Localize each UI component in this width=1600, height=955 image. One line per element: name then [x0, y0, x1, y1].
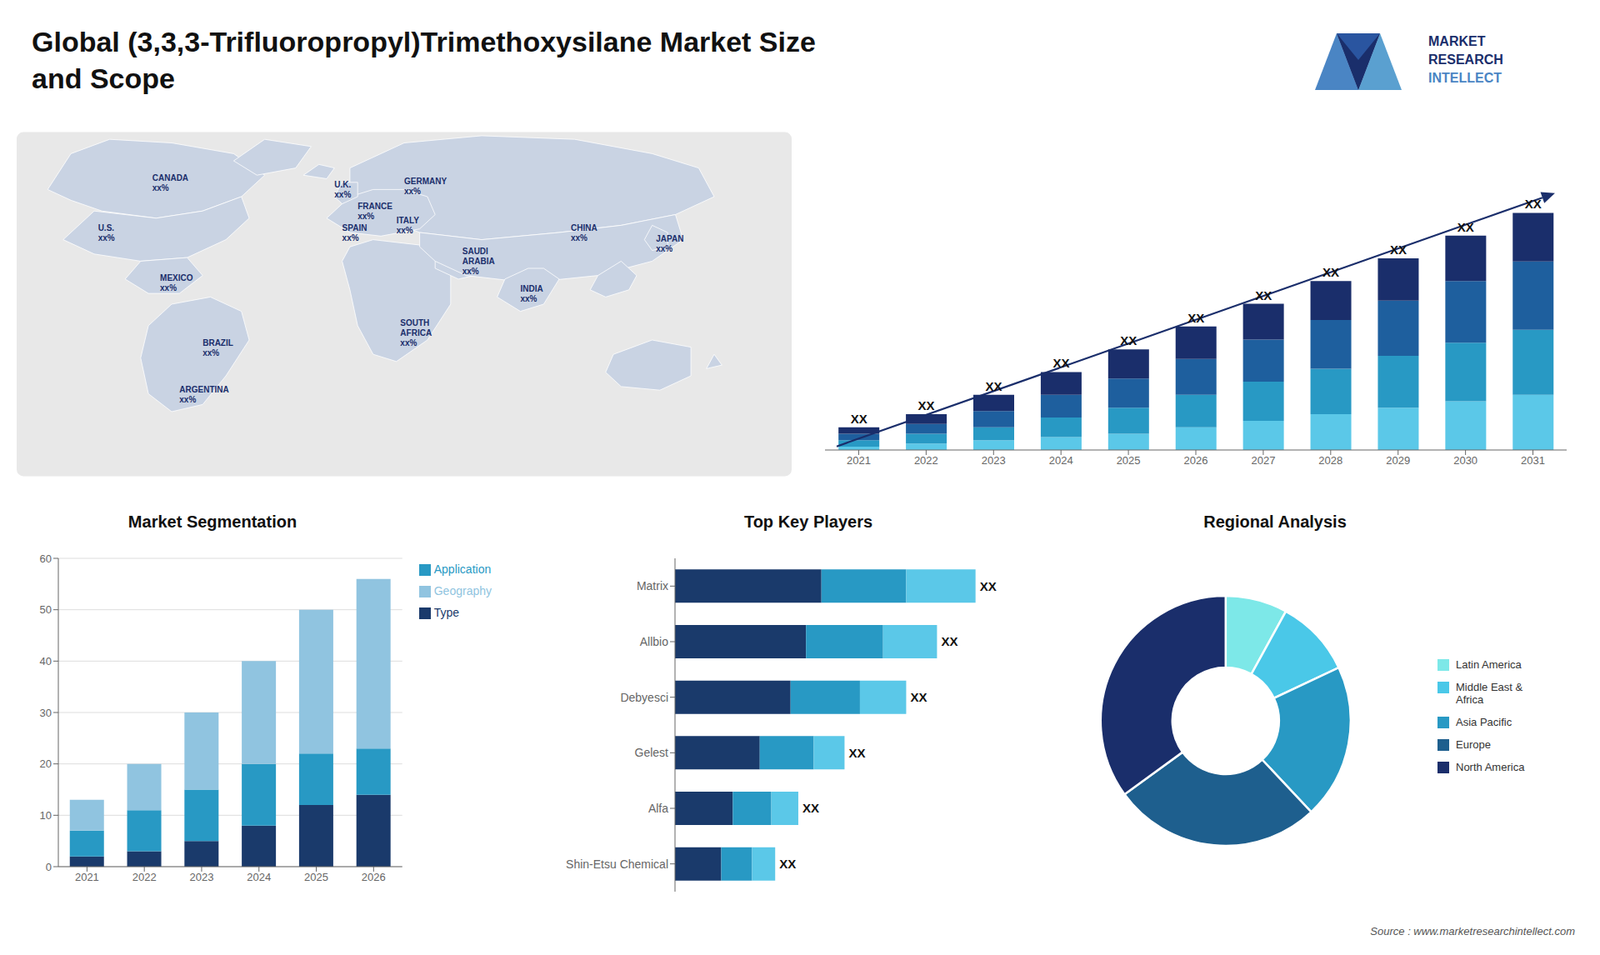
html-text:Middle East & Africa: Middle East & Africa [1455, 680, 1523, 706]
svg-text:XX: XX [1187, 310, 1205, 325]
svg-text:60: 60 [40, 552, 52, 565]
html-text:North America: North America [1455, 760, 1525, 774]
svg-text:2030: 2030 [1453, 454, 1478, 467]
svg-text:2026: 2026 [1184, 454, 1209, 467]
svg-text:MEXICOxx%: MEXICOxx% [160, 273, 194, 293]
svg-text:Alfa: Alfa [648, 801, 669, 815]
svg-text:FRANCExx%: FRANCExx% [357, 201, 393, 221]
html-text:Asia Pacific: Asia Pacific [1455, 715, 1512, 729]
svg-text:2024: 2024 [1049, 454, 1074, 467]
svg-text:2026: 2026 [361, 870, 386, 884]
svg-text:Shin-Etsu Chemical: Shin-Etsu Chemical [565, 857, 669, 871]
svg-text:2031: 2031 [1520, 454, 1545, 467]
svg-text:GERMANYxx%: GERMANYxx% [404, 176, 447, 196]
html-text:MARKET: MARKET [1428, 34, 1486, 49]
svg-text:0: 0 [45, 860, 52, 874]
svg-text:2022: 2022 [132, 870, 157, 884]
svg-text:SOUTHAFRICAxx%: SOUTHAFRICAxx% [400, 318, 432, 348]
svg-text:U.K.xx%: U.K.xx% [334, 180, 351, 200]
svg-text:XX: XX [918, 398, 935, 413]
svg-text:XX: XX [910, 690, 927, 705]
svg-text:JAPANxx%: JAPANxx% [655, 233, 684, 253]
svg-text:2023: 2023 [981, 454, 1006, 467]
svg-text:30: 30 [40, 706, 52, 720]
svg-text:2022: 2022 [914, 454, 939, 467]
svg-text:XX: XX [848, 745, 865, 760]
html-text:and Scope: and Scope [31, 62, 175, 95]
svg-text:2028: 2028 [1318, 454, 1343, 467]
svg-text:XX: XX [1255, 288, 1272, 303]
svg-text:XX: XX [802, 800, 820, 815]
svg-text:Matrix: Matrix [636, 579, 669, 593]
svg-text:BRAZILxx%: BRAZILxx% [202, 337, 234, 357]
svg-text:XX: XX [850, 411, 868, 426]
svg-text:XX: XX [985, 379, 1002, 394]
svg-text:XX: XX [1457, 220, 1475, 235]
svg-text:Debyesci: Debyesci [620, 690, 669, 705]
svg-text:XX: XX [779, 856, 796, 871]
svg-text:XX: XX [940, 634, 958, 649]
svg-text:U.S.xx%: U.S.xx% [98, 223, 115, 243]
svg-text:2021: 2021 [846, 454, 871, 467]
svg-text:Gelest: Gelest [635, 745, 670, 760]
svg-text:ARGENTINAxx%: ARGENTINAxx% [179, 384, 229, 404]
svg-text:50: 50 [40, 603, 52, 616]
svg-text:XX: XX [1052, 355, 1070, 370]
svg-text:20: 20 [40, 757, 52, 770]
html-text:Top Key Players: Top Key Players [744, 512, 873, 531]
html-text:Application: Application [433, 562, 491, 576]
svg-text:XX: XX [980, 579, 997, 594]
svg-text:10: 10 [40, 809, 52, 822]
svg-text:XX: XX [1322, 265, 1340, 280]
svg-text:2025: 2025 [1116, 454, 1141, 467]
svg-text:CHINAxx%: CHINAxx% [570, 223, 598, 243]
svg-text:CANADAxx%: CANADAxx% [152, 172, 189, 192]
svg-text:INDIAxx%: INDIAxx% [520, 284, 544, 304]
svg-text:SAUDIARABIAxx%: SAUDIARABIAxx% [462, 246, 495, 276]
html-text:Market Segmentation: Market Segmentation [128, 512, 297, 531]
svg-text:ITALYxx%: ITALYxx% [396, 215, 420, 235]
html-text:Source : www.marketresearchint: Source : www.marketresearchintellect.com [1370, 925, 1575, 938]
html-text:Latin America: Latin America [1455, 658, 1522, 671]
svg-text:2023: 2023 [190, 870, 215, 884]
html-text:RESEARCH: RESEARCH [1428, 52, 1504, 67]
html-text:Geography: Geography [433, 584, 492, 598]
html-text:Regional Analysis: Regional Analysis [1203, 512, 1347, 531]
svg-text:Allbio: Allbio [640, 635, 669, 649]
svg-text:2027: 2027 [1250, 454, 1275, 467]
html-text:INTELLECT: INTELLECT [1428, 70, 1502, 85]
svg-text:2025: 2025 [304, 870, 329, 884]
svg-text:SPAINxx%: SPAINxx% [342, 223, 368, 243]
html-text:Type: Type [433, 605, 460, 620]
svg-text:XX: XX [1120, 333, 1137, 348]
svg-text:XX: XX [1525, 196, 1542, 211]
svg-text:2029: 2029 [1385, 454, 1410, 467]
svg-text:40: 40 [40, 655, 52, 668]
html-text:Europe: Europe [1455, 738, 1491, 751]
html-text:Global (3,3,3-Trifluoropropyl): Global (3,3,3-Trifluoropropyl)Trimethoxy… [31, 25, 816, 58]
svg-text:XX: XX [1390, 242, 1407, 257]
svg-text:2021: 2021 [75, 870, 100, 884]
svg-text:2024: 2024 [246, 870, 271, 884]
